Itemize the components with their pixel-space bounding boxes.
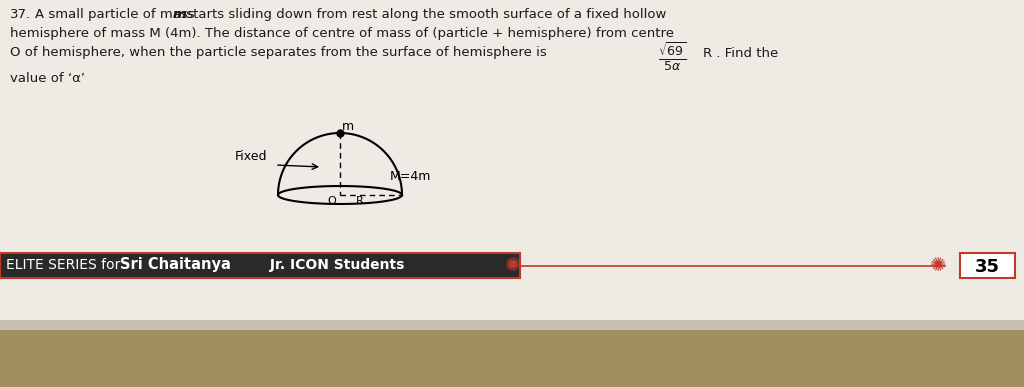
Bar: [0, 330, 1024, 387]
Text: $\frac{\sqrt{69}}{5\alpha}$: $\frac{\sqrt{69}}{5\alpha}$: [658, 40, 686, 73]
Text: R: R: [356, 196, 364, 206]
Text: m: m: [173, 8, 186, 21]
Text: m: m: [342, 120, 354, 133]
Text: A small particle of mass: A small particle of mass: [35, 8, 199, 21]
Text: ✺: ✺: [930, 256, 946, 275]
Bar: [961, 253, 1015, 278]
Text: O of hemisphere, when the particle separates from the surface of hemisphere is: O of hemisphere, when the particle separ…: [10, 46, 551, 59]
Text: M=4m: M=4m: [390, 170, 431, 183]
Text: 35: 35: [975, 258, 999, 276]
Text: R . Find the: R . Find the: [703, 47, 778, 60]
Text: value of ‘α’: value of ‘α’: [10, 72, 85, 85]
Text: Sri Chaitanya: Sri Chaitanya: [120, 257, 230, 272]
Text: Fixed: Fixed: [234, 150, 267, 163]
Text: ELITE SERIES for: ELITE SERIES for: [6, 258, 125, 272]
Text: O: O: [327, 196, 336, 206]
Text: ✺: ✺: [505, 256, 521, 275]
Text: starts sliding down from rest along the smooth surface of a fixed hollow: starts sliding down from rest along the …: [182, 8, 667, 21]
Text: hemisphere of mass M (4m). The distance of centre of mass of (particle + hemisph: hemisphere of mass M (4m). The distance …: [10, 27, 674, 40]
Text: 37.: 37.: [10, 8, 31, 21]
Text: Jr. ICON Students: Jr. ICON Students: [265, 258, 404, 272]
Bar: [0, 253, 520, 278]
Bar: [0, 0, 1024, 320]
